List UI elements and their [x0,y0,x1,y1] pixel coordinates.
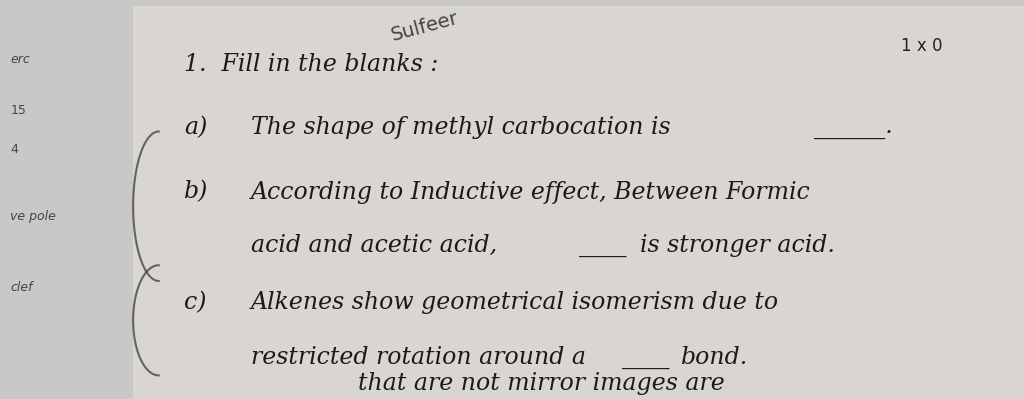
Text: 4: 4 [10,143,18,156]
Text: c): c) [184,291,207,314]
Text: clef: clef [10,281,33,294]
Text: ____: ____ [579,234,626,257]
Text: a): a) [184,116,208,139]
Text: 1 x 0: 1 x 0 [901,37,943,55]
Text: Alkenes show geometrical isomerism due to: Alkenes show geometrical isomerism due t… [251,291,779,314]
Text: is stronger acid.: is stronger acid. [640,234,835,257]
Text: The shape of methyl carbocation is: The shape of methyl carbocation is [251,116,671,139]
Text: 15: 15 [10,104,27,117]
Text: restricted rotation around a: restricted rotation around a [251,346,586,369]
Text: that are not mirror images are: that are not mirror images are [358,372,725,395]
Text: acid and acetic acid,: acid and acetic acid, [251,234,497,257]
FancyBboxPatch shape [133,6,1024,399]
Text: b): b) [184,181,209,203]
Text: ______.: ______. [814,116,893,139]
Text: bond.: bond. [681,346,749,369]
Text: erc: erc [10,53,30,66]
Text: ____: ____ [622,346,669,369]
Text: ve pole: ve pole [10,210,56,223]
Text: 1.  Fill in the blanks :: 1. Fill in the blanks : [184,53,438,76]
Text: According to Inductive effect, Between Formic: According to Inductive effect, Between F… [251,181,811,203]
Text: Sulfeer: Sulfeer [389,9,461,45]
